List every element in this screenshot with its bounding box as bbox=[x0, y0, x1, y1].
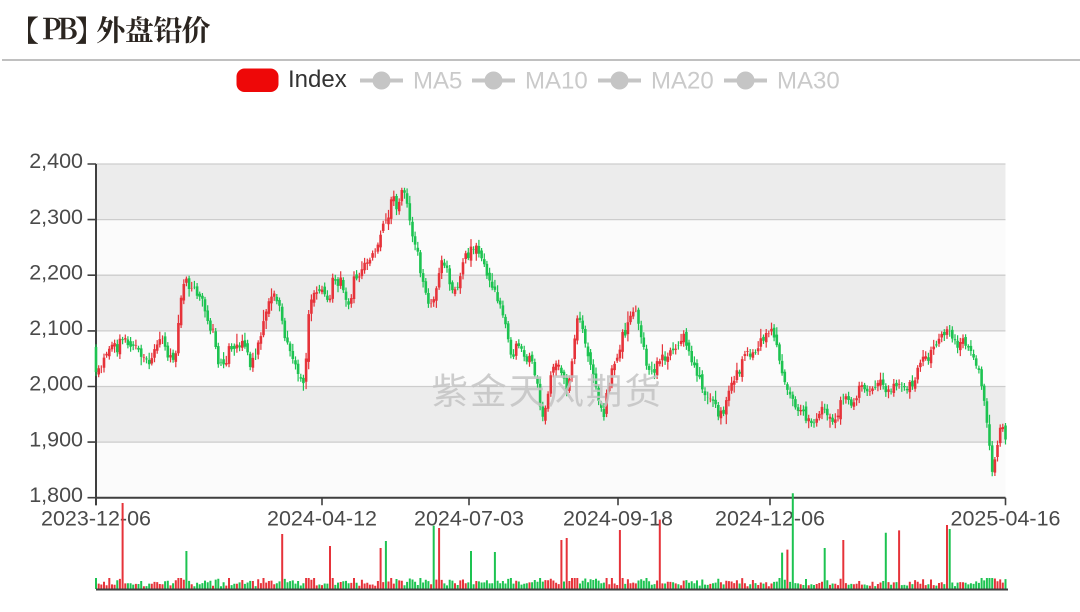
svg-text:2025-04-16: 2025-04-16 bbox=[951, 507, 1061, 531]
svg-text:MA20: MA20 bbox=[651, 68, 714, 95]
svg-text:2024-12-06: 2024-12-06 bbox=[715, 507, 825, 531]
svg-text:2023-12-06: 2023-12-06 bbox=[41, 507, 151, 531]
svg-text:2,400: 2,400 bbox=[29, 149, 83, 173]
svg-text:1,800: 1,800 bbox=[29, 483, 83, 507]
svg-text:2,100: 2,100 bbox=[29, 316, 83, 340]
svg-text:MA5: MA5 bbox=[413, 68, 462, 95]
svg-text:1,900: 1,900 bbox=[29, 427, 83, 451]
svg-text:2024-04-12: 2024-04-12 bbox=[267, 507, 377, 531]
svg-text:MA30: MA30 bbox=[777, 68, 840, 95]
svg-text:Index: Index bbox=[288, 66, 347, 93]
svg-text:2,200: 2,200 bbox=[29, 260, 83, 284]
svg-text:2,300: 2,300 bbox=[29, 205, 83, 229]
svg-text:MA10: MA10 bbox=[525, 68, 588, 95]
svg-text:2024-07-03: 2024-07-03 bbox=[414, 507, 524, 531]
svg-text:2,000: 2,000 bbox=[29, 372, 83, 396]
svg-text:2024-09-18: 2024-09-18 bbox=[563, 507, 673, 531]
